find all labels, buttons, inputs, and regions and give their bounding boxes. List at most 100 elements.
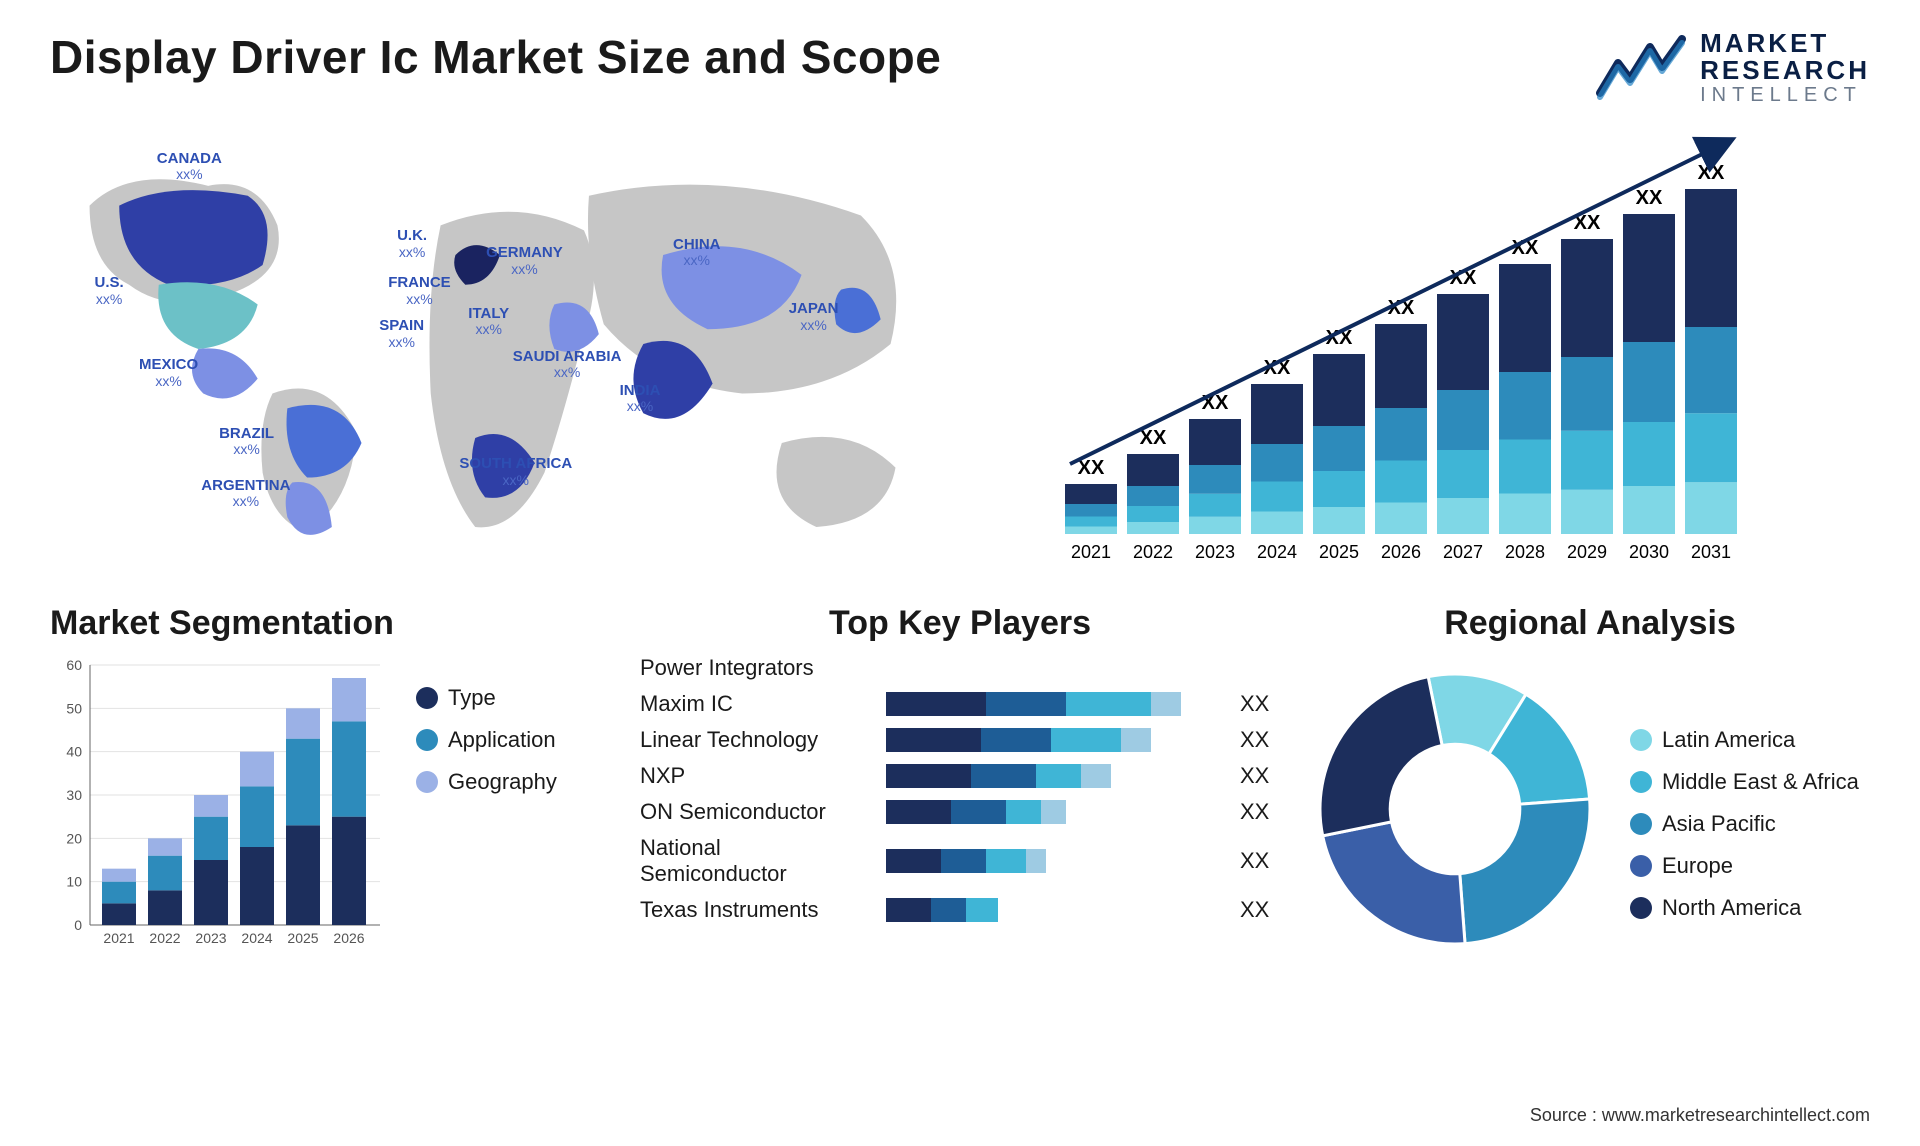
forecast-chart: XX2021XX2022XX2023XX2024XX2025XX2026XX20…: [980, 134, 1870, 564]
legend-label: Latin America: [1662, 727, 1795, 753]
svg-text:2025: 2025: [1319, 542, 1359, 562]
player-bar: [886, 656, 1224, 680]
regional-panel: Regional Analysis Latin America Middle Ea…: [1310, 604, 1870, 964]
legend-label: Application: [448, 727, 556, 753]
svg-text:40: 40: [66, 743, 82, 759]
svg-text:60: 60: [66, 657, 82, 673]
regional-donut-chart: [1310, 664, 1600, 954]
legend-label: Type: [448, 685, 496, 711]
legend-swatch: [1630, 855, 1652, 877]
player-bar-segment: [951, 800, 1006, 824]
svg-text:30: 30: [66, 787, 82, 803]
player-row: Linear TechnologyXX: [640, 727, 1280, 753]
player-bar: [886, 849, 1224, 873]
segmentation-panel: Market Segmentation 0 10 20 30 40 50 60 2021 202…: [50, 604, 610, 964]
legend-swatch: [1630, 897, 1652, 919]
player-row: National SemiconductorXX: [640, 835, 1280, 887]
player-bar-segment: [986, 692, 1066, 716]
source-line: Source : www.marketresearchintellect.com: [1530, 1105, 1870, 1126]
player-bar: [886, 800, 1224, 824]
world-map-panel: CANADAxx%U.S.xx%MEXICOxx%BRAZILxx%ARGENT…: [50, 134, 940, 564]
player-value: XX: [1240, 691, 1280, 717]
regional-legend-item: Middle East & Africa: [1630, 769, 1859, 795]
world-map-icon: [50, 134, 940, 564]
svg-text:2022: 2022: [149, 930, 180, 946]
svg-text:2027: 2027: [1443, 542, 1483, 562]
legend-label: Europe: [1662, 853, 1733, 879]
legend-swatch: [416, 771, 438, 793]
legend-label: Middle East & Africa: [1662, 769, 1859, 795]
player-name: Texas Instruments: [640, 897, 870, 923]
player-row: Maxim IC XX: [640, 691, 1280, 717]
player-bar-segment: [1151, 692, 1181, 716]
player-bar: [886, 898, 1224, 922]
svg-text:2023: 2023: [195, 930, 226, 946]
player-row: NXPXX: [640, 763, 1280, 789]
player-row: ON SemiconductorXX: [640, 799, 1280, 825]
svg-text:2024: 2024: [241, 930, 272, 946]
segmentation-legend-item: Application: [416, 727, 557, 753]
svg-text:2029: 2029: [1567, 542, 1607, 562]
regional-title: Regional Analysis: [1310, 604, 1870, 643]
player-bar-segment: [971, 764, 1036, 788]
svg-text:0: 0: [74, 917, 82, 933]
player-value: XX: [1240, 799, 1280, 825]
player-bar-segment: [886, 898, 931, 922]
player-bar-segment: [981, 728, 1051, 752]
player-row: Texas Instruments XX: [640, 897, 1280, 923]
player-bar: [886, 764, 1224, 788]
regional-legend-item: Latin America: [1630, 727, 1859, 753]
svg-text:2024: 2024: [1257, 542, 1297, 562]
player-bar-segment: [886, 849, 941, 873]
svg-text:2026: 2026: [1381, 542, 1421, 562]
svg-text:2030: 2030: [1629, 542, 1669, 562]
player-name: NXP: [640, 763, 870, 789]
svg-text:10: 10: [66, 873, 82, 889]
regional-legend-item: North America: [1630, 895, 1859, 921]
regional-legend: Latin America Middle East & Africa Asia Pa…: [1630, 727, 1859, 921]
player-row: Power Integrators: [640, 655, 1280, 681]
player-bar-segment: [1121, 728, 1151, 752]
svg-text:2021: 2021: [1071, 542, 1111, 562]
svg-text:2026: 2026: [333, 930, 364, 946]
player-bar-segment: [886, 800, 951, 824]
player-bar-segment: [931, 898, 966, 922]
segmentation-legend: Type Application Geography: [416, 685, 557, 795]
player-bar-segment: [966, 898, 998, 922]
legend-label: Asia Pacific: [1662, 811, 1776, 837]
player-value: XX: [1240, 897, 1280, 923]
page-title: Display Driver Ic Market Size and Scope: [50, 30, 941, 84]
logo-line-1: MARKET: [1700, 30, 1870, 57]
svg-text:50: 50: [66, 700, 82, 716]
legend-swatch: [1630, 813, 1652, 835]
key-players-panel: Top Key Players Power Integrators Maxim I…: [640, 604, 1280, 964]
svg-text:2023: 2023: [1195, 542, 1235, 562]
svg-text:XX: XX: [1140, 427, 1167, 449]
svg-text:2022: 2022: [1133, 542, 1173, 562]
player-bar-segment: [1051, 728, 1121, 752]
player-bar-segment: [886, 728, 981, 752]
svg-text:20: 20: [66, 830, 82, 846]
svg-text:2021: 2021: [103, 930, 134, 946]
player-name: Linear Technology: [640, 727, 870, 753]
logo-line-3: INTELLECT: [1700, 85, 1870, 106]
segmentation-title: Market Segmentation: [50, 604, 610, 643]
player-name: Power Integrators: [640, 655, 870, 681]
legend-label: Geography: [448, 769, 557, 795]
player-name: Maxim IC: [640, 691, 870, 717]
player-bar-segment: [1006, 800, 1041, 824]
players-title: Top Key Players: [640, 604, 1280, 643]
player-bar: [886, 728, 1224, 752]
legend-swatch: [416, 729, 438, 751]
player-bar-segment: [1041, 800, 1066, 824]
segmentation-legend-item: Geography: [416, 769, 557, 795]
player-bar-segment: [886, 692, 986, 716]
svg-text:2028: 2028: [1505, 542, 1545, 562]
player-bar: [886, 692, 1224, 716]
logo-line-2: RESEARCH: [1700, 57, 1870, 84]
player-bar-segment: [986, 849, 1026, 873]
regional-legend-item: Asia Pacific: [1630, 811, 1859, 837]
segmentation-legend-item: Type: [416, 685, 557, 711]
legend-swatch: [416, 687, 438, 709]
player-value: XX: [1240, 848, 1280, 874]
